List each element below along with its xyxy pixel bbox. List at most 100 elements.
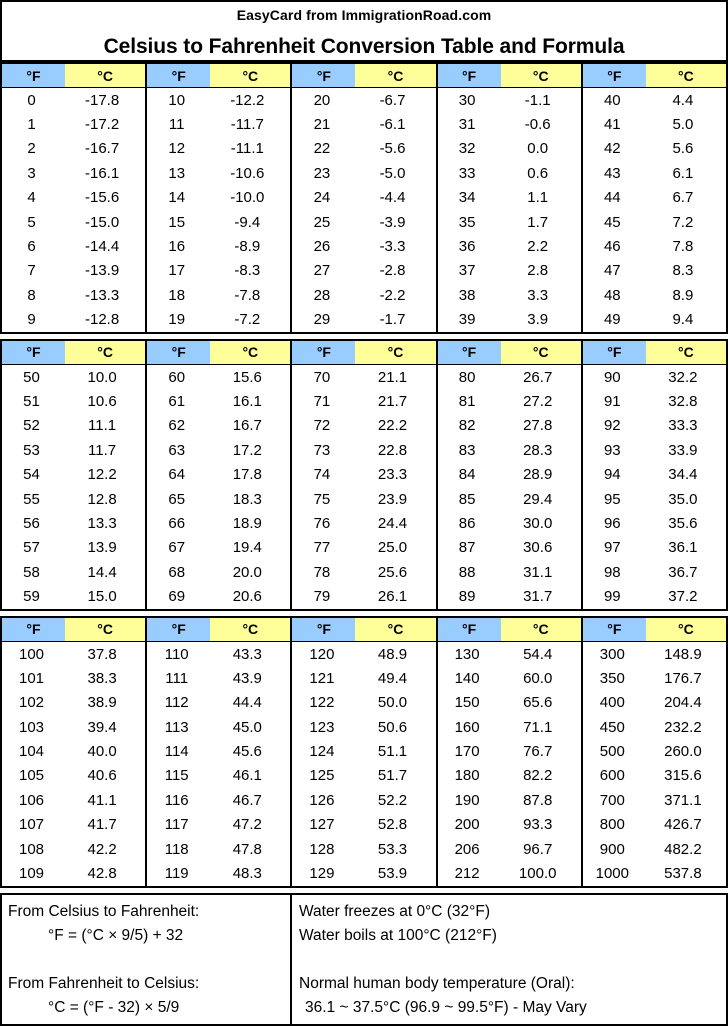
table-row: 115 46.1 (147, 764, 290, 788)
fahrenheit-column-header: °F (437, 340, 501, 364)
fahrenheit-value: 43 (603, 164, 621, 182)
table-group: °F °C 100 37.8 101 38.3 102 38.9 103 39.4 104 40.0 1… (2, 617, 146, 886)
celsius-value: 43.9 (232, 669, 262, 687)
column-header-row: °F °C (582, 64, 727, 88)
celsius-value: -1.7 (379, 311, 406, 329)
celsius-value: -12.8 (84, 311, 120, 329)
table-block: °F °C 0 -17.8 1 -17.2 2 -16.7 3 -16.1 4 -15.6 5 -15.0… (0, 62, 728, 334)
table-row: 78 25.6 (292, 560, 435, 584)
celsius-value: 43.3 (232, 645, 262, 663)
celsius-value: 23.9 (377, 490, 408, 508)
table-row: 400 204.4 (583, 691, 726, 715)
fahrenheit-value: 112 (164, 694, 189, 712)
fahrenheit-value: 160 (454, 718, 480, 736)
celsius-value: 16.1 (232, 392, 262, 410)
fahrenheit-value: 111 (165, 669, 189, 687)
table-row: 87 30.6 (438, 536, 581, 560)
fahrenheit-value: 190 (454, 791, 480, 809)
celsius-value: 27.2 (523, 392, 553, 410)
celsius-value: 17.2 (232, 441, 262, 459)
celsius-value: 3.9 (527, 311, 549, 329)
table-row: 67 19.4 (147, 536, 290, 560)
table-row: 124 51.1 (292, 739, 435, 763)
table-row: 150 65.6 (438, 691, 581, 715)
table-row: 114 45.6 (147, 739, 290, 763)
column-header-row: °F °C (292, 340, 436, 365)
celsius-value: -1.1 (524, 91, 551, 109)
fahrenheit-value: 64 (168, 466, 186, 484)
celsius-value: 18.3 (232, 490, 262, 508)
column-header-row: °F °C (292, 617, 436, 642)
celsius-value: 25.6 (377, 563, 408, 581)
table-row: 55 12.8 (2, 487, 145, 511)
table-row: 85 29.4 (438, 487, 581, 511)
celsius-value: 96.7 (523, 840, 553, 858)
fahrenheit-value: 108 (18, 840, 45, 858)
table-row: 18 -7.8 (147, 283, 290, 307)
celsius-value: 0.6 (527, 164, 549, 182)
celsius-value: 31.1 (523, 563, 553, 581)
table-row: 74 23.3 (292, 462, 435, 486)
table-row: 106 41.1 (2, 788, 145, 812)
table-row: 42 5.6 (583, 137, 726, 161)
fahrenheit-value: 87 (458, 539, 476, 557)
fahrenheit-value: 3 (27, 164, 36, 182)
celsius-value: -10.0 (230, 189, 265, 207)
celsius-value: 17.8 (232, 466, 262, 484)
celsius-value: -3.9 (379, 213, 406, 231)
fahrenheit-value: 65 (168, 490, 186, 508)
fahrenheit-value: 9 (27, 311, 36, 329)
fahrenheit-value: 69 (168, 588, 186, 606)
celsius-value: 1.7 (527, 213, 549, 231)
celsius-value: 15.0 (87, 588, 117, 606)
fahrenheit-value: 60 (168, 368, 186, 386)
fahrenheit-value: 126 (309, 791, 335, 809)
celsius-value: 19.4 (232, 539, 262, 557)
fahrenheit-value: 62 (168, 417, 186, 435)
table-row: 100 37.8 (2, 642, 145, 666)
table-row: 41 5.0 (583, 112, 726, 136)
celsius-value: 30.0 (523, 514, 553, 532)
celsius-value: 49.4 (377, 669, 408, 687)
celsius-value: 76.7 (523, 743, 553, 761)
formula-f-to-c: °C = (°F - 32) × 5/9 (48, 998, 180, 1016)
celsius-value: 3.3 (527, 286, 549, 304)
celsius-value: 13.9 (87, 539, 117, 557)
fahrenheit-value: 41 (603, 116, 621, 134)
fahrenheit-value: 29 (313, 311, 331, 329)
celsius-value: 20.0 (232, 563, 262, 581)
celsius-value: 28.9 (523, 466, 553, 484)
fahrenheit-column-header: °F (582, 64, 646, 87)
celsius-value: 38.9 (87, 694, 117, 712)
celsius-column-header: °C (645, 617, 726, 641)
celsius-value: -3.3 (379, 238, 406, 256)
table-row: 96 35.6 (583, 511, 726, 535)
table-row: 300 148.9 (583, 642, 726, 666)
fahrenheit-value: 180 (454, 767, 480, 785)
fahrenheit-value: 47 (603, 262, 621, 280)
celsius-value: -11.7 (230, 116, 264, 134)
fahrenheit-value: 40 (603, 91, 621, 109)
fahrenheit-column-header: °F (147, 340, 211, 364)
celsius-value: 12.2 (87, 466, 117, 484)
table-row: 140 60.0 (438, 666, 581, 690)
column-header-row: °F °C (147, 617, 291, 642)
fahrenheit-value: 600 (599, 767, 625, 785)
table-row: 127 52.8 (292, 813, 435, 837)
table-row: 112 44.4 (147, 691, 290, 715)
celsius-value: 65.6 (523, 694, 553, 712)
fahrenheit-value: 72 (313, 417, 331, 435)
formula-c-to-f-label: From Celsius to Fahrenheit: (8, 902, 200, 920)
table-row: 118 47.8 (147, 837, 290, 861)
table-row: 7 -13.9 (2, 259, 145, 283)
celsius-value: 10.6 (87, 392, 117, 410)
fahrenheit-value: 150 (454, 694, 480, 712)
table-group: °F °C 10 -12.2 11 -11.7 12 -11.1 13 -10.6 14 -10.0 1… (145, 64, 291, 332)
fahrenheit-value: 83 (458, 441, 476, 459)
celsius-value: -6.1 (379, 116, 406, 134)
fahrenheit-column-header: °F (147, 617, 211, 641)
table-row: 10 -12.2 (147, 88, 290, 112)
table-row: 95 35.0 (583, 487, 726, 511)
table-row: 13 -10.6 (147, 161, 290, 185)
celsius-value: 426.7 (664, 816, 702, 834)
